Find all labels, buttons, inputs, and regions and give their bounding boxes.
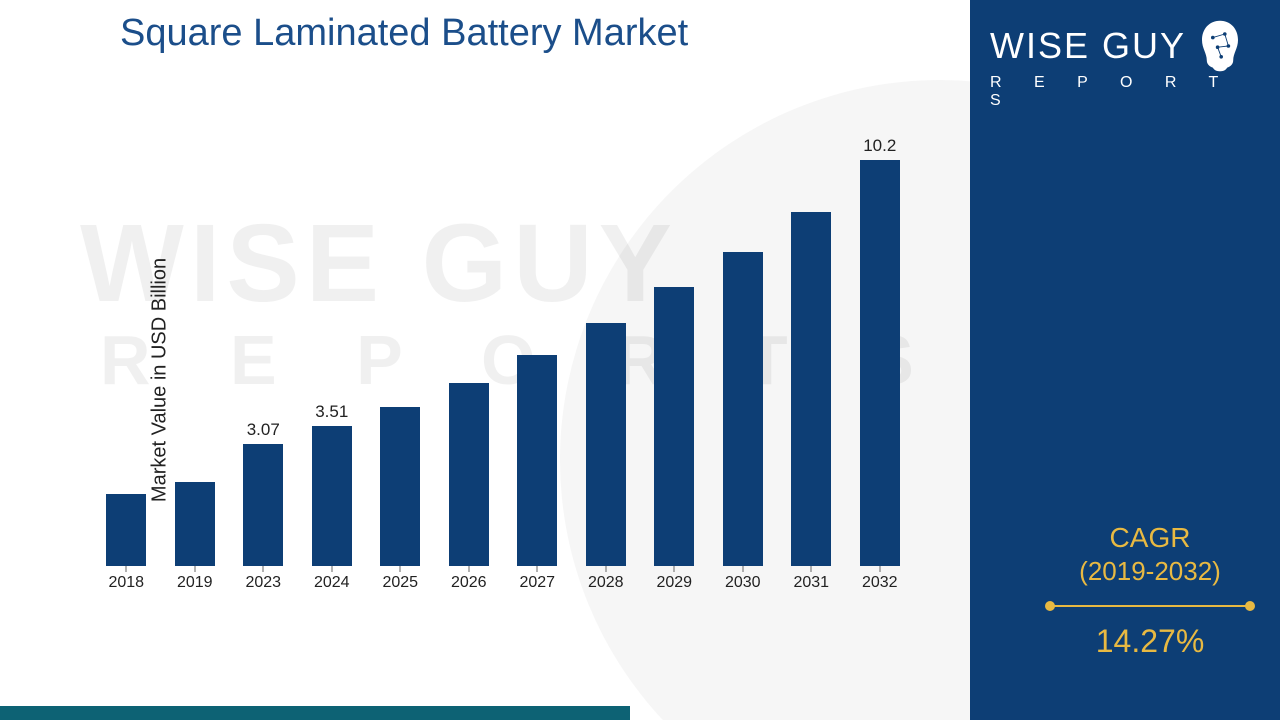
- cagr-range: (2019-2032): [1020, 556, 1280, 587]
- bar-value-label: 3.07: [247, 420, 280, 440]
- cagr-divider: [1050, 605, 1250, 607]
- bar: [445, 160, 494, 566]
- plot-area: 3.07 3.51 10.2: [96, 160, 910, 566]
- x-tick: 2028: [582, 566, 631, 600]
- x-tick: 2027: [513, 566, 562, 600]
- brand-logo: WISE GUY R E P O R T S: [990, 16, 1260, 110]
- bar-rect: [654, 287, 694, 566]
- bar: 3.07: [239, 160, 288, 566]
- bar: [513, 160, 562, 566]
- bar: [102, 160, 151, 566]
- bar-value-label: 3.51: [315, 402, 348, 422]
- x-tick: 2031: [787, 566, 836, 600]
- bar: [787, 160, 836, 566]
- bar: [582, 160, 631, 566]
- bar: [171, 160, 220, 566]
- bar-rect: [449, 383, 489, 566]
- bar-rect: [723, 252, 763, 566]
- bar: 3.51: [308, 160, 357, 566]
- side-panel: WISE GUY R E P O R T S CAGR (2019-2032) …: [970, 0, 1280, 720]
- x-tick: 2024: [308, 566, 357, 600]
- logo-sub-text: R E P O R T S: [990, 74, 1260, 110]
- x-tick: 2025: [376, 566, 425, 600]
- bar-rect: [312, 426, 352, 566]
- logo-main-text: WISE GUY: [990, 25, 1186, 67]
- logo-head-icon: [1190, 16, 1250, 76]
- bar-rect: [380, 407, 420, 566]
- x-tick: 2019: [171, 566, 220, 600]
- bar: 10.2: [856, 160, 905, 566]
- chart-title: Square Laminated Battery Market: [120, 12, 688, 55]
- x-tick: 2026: [445, 566, 494, 600]
- bar-rect: [175, 482, 215, 566]
- bar-rect: [860, 160, 900, 566]
- bar-rect: [106, 494, 146, 566]
- cagr-block: CAGR (2019-2032) 14.27%: [1020, 522, 1280, 660]
- x-axis: 2018 2019 2023 2024 2025 2026 2027 2028 2029 2030…: [96, 566, 910, 600]
- bar-rect: [243, 444, 283, 566]
- bar-rect: [791, 212, 831, 566]
- x-tick: 2023: [239, 566, 288, 600]
- x-tick: 2029: [650, 566, 699, 600]
- chart-canvas: WISE GUY R E P O R T S Square Laminated …: [0, 0, 1280, 720]
- bar: [376, 160, 425, 566]
- bottom-accent-bar: [0, 706, 630, 720]
- bar-chart: Market Value in USD Billion 3.073.5110.2…: [60, 160, 910, 600]
- bar: [719, 160, 768, 566]
- x-tick: 2030: [719, 566, 768, 600]
- bars-container: 3.07 3.51 10.2: [96, 160, 910, 566]
- x-tick: 2018: [102, 566, 151, 600]
- x-tick: 2032: [856, 566, 905, 600]
- bar-rect: [517, 355, 557, 566]
- bar-rect: [586, 323, 626, 566]
- cagr-label: CAGR: [1020, 522, 1280, 554]
- bar: [650, 160, 699, 566]
- cagr-value: 14.27%: [1020, 623, 1280, 660]
- bar-value-label: 10.2: [863, 136, 896, 156]
